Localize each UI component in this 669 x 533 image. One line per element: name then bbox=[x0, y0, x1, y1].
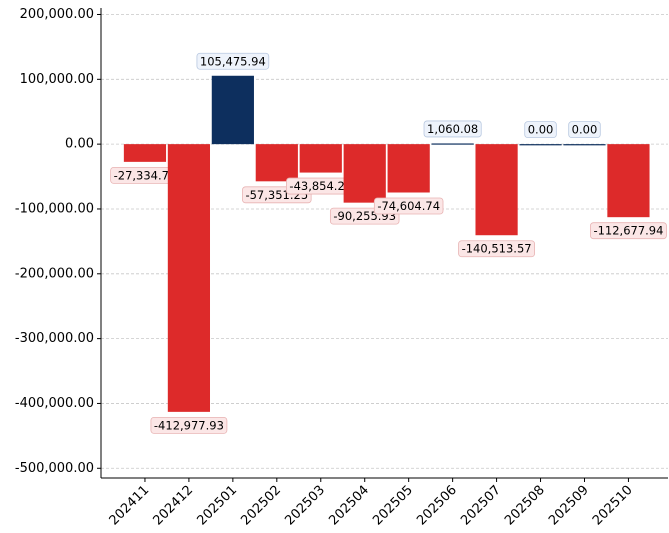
value-label-text: 105,475.94 bbox=[200, 54, 266, 68]
value-label-text: -74,604.74 bbox=[377, 199, 440, 213]
value-label: -43,854.21 bbox=[286, 177, 356, 195]
y-tick-label: -400,000.00 bbox=[15, 396, 94, 411]
bar bbox=[343, 144, 386, 203]
value-label-box bbox=[196, 52, 270, 70]
value-label-text: -27,334.76 bbox=[114, 168, 177, 182]
x-tick-label: 202509 bbox=[546, 483, 592, 529]
bar bbox=[123, 144, 167, 162]
value-label: -140,513.57 bbox=[458, 240, 535, 258]
value-label: 0.00 bbox=[524, 121, 557, 139]
x-tick-label: 202502 bbox=[238, 483, 284, 529]
y-tick-label: -200,000.00 bbox=[15, 266, 94, 281]
value-label-box bbox=[590, 222, 667, 240]
x-tick-label: 202412 bbox=[151, 483, 197, 529]
x-tick-label: 202411 bbox=[107, 483, 153, 529]
x-tick-label: 202505 bbox=[370, 483, 416, 529]
value-label-text: -412,977.93 bbox=[154, 418, 224, 432]
value-label-box bbox=[568, 121, 601, 139]
bar bbox=[475, 144, 518, 236]
bar bbox=[607, 144, 650, 218]
value-label: -74,604.74 bbox=[373, 197, 444, 215]
value-label-box bbox=[423, 120, 482, 138]
bar bbox=[431, 143, 474, 145]
value-label-text: 1,060.08 bbox=[427, 122, 478, 136]
y-tick-label: 0.00 bbox=[65, 137, 94, 152]
x-tick-label: 202506 bbox=[414, 483, 460, 529]
x-tick-label: 202507 bbox=[458, 483, 504, 529]
bar bbox=[387, 144, 430, 193]
x-tick-label: 202504 bbox=[326, 483, 372, 529]
bar bbox=[563, 144, 606, 146]
value-label-text: -43,854.21 bbox=[289, 179, 352, 193]
y-tick-label: -100,000.00 bbox=[15, 201, 94, 216]
value-label: 1,060.08 bbox=[423, 120, 482, 138]
value-label-box bbox=[150, 416, 228, 434]
x-tick-label: 202508 bbox=[502, 483, 548, 529]
value-label: 105,475.94 bbox=[196, 52, 270, 70]
bar bbox=[519, 144, 562, 146]
value-label: -27,334.76 bbox=[110, 166, 180, 184]
y-tick-label: 200,000.00 bbox=[20, 7, 94, 22]
value-label-box bbox=[373, 197, 444, 215]
x-tick-label: 202510 bbox=[590, 483, 636, 529]
y-tick-label: -300,000.00 bbox=[15, 331, 94, 346]
y-tick-label: 100,000.00 bbox=[20, 72, 94, 87]
value-label: -412,977.93 bbox=[150, 416, 228, 434]
value-label: 0.00 bbox=[568, 121, 601, 139]
value-label: -112,677.94 bbox=[590, 222, 667, 240]
bar bbox=[299, 144, 342, 173]
value-label-box bbox=[458, 240, 535, 258]
bar bbox=[211, 75, 254, 145]
bar bbox=[167, 144, 211, 412]
x-tick-label: 202503 bbox=[282, 483, 328, 529]
value-label-text: -112,677.94 bbox=[593, 224, 663, 238]
value-label-text: 0.00 bbox=[528, 123, 554, 137]
bar bbox=[255, 144, 298, 182]
value-label-text: -140,513.57 bbox=[462, 242, 532, 256]
value-label-box bbox=[524, 121, 557, 139]
value-label-text: 0.00 bbox=[572, 123, 598, 137]
x-tick-label: 202501 bbox=[194, 483, 240, 529]
y-tick-label: -500,000.00 bbox=[15, 461, 94, 476]
